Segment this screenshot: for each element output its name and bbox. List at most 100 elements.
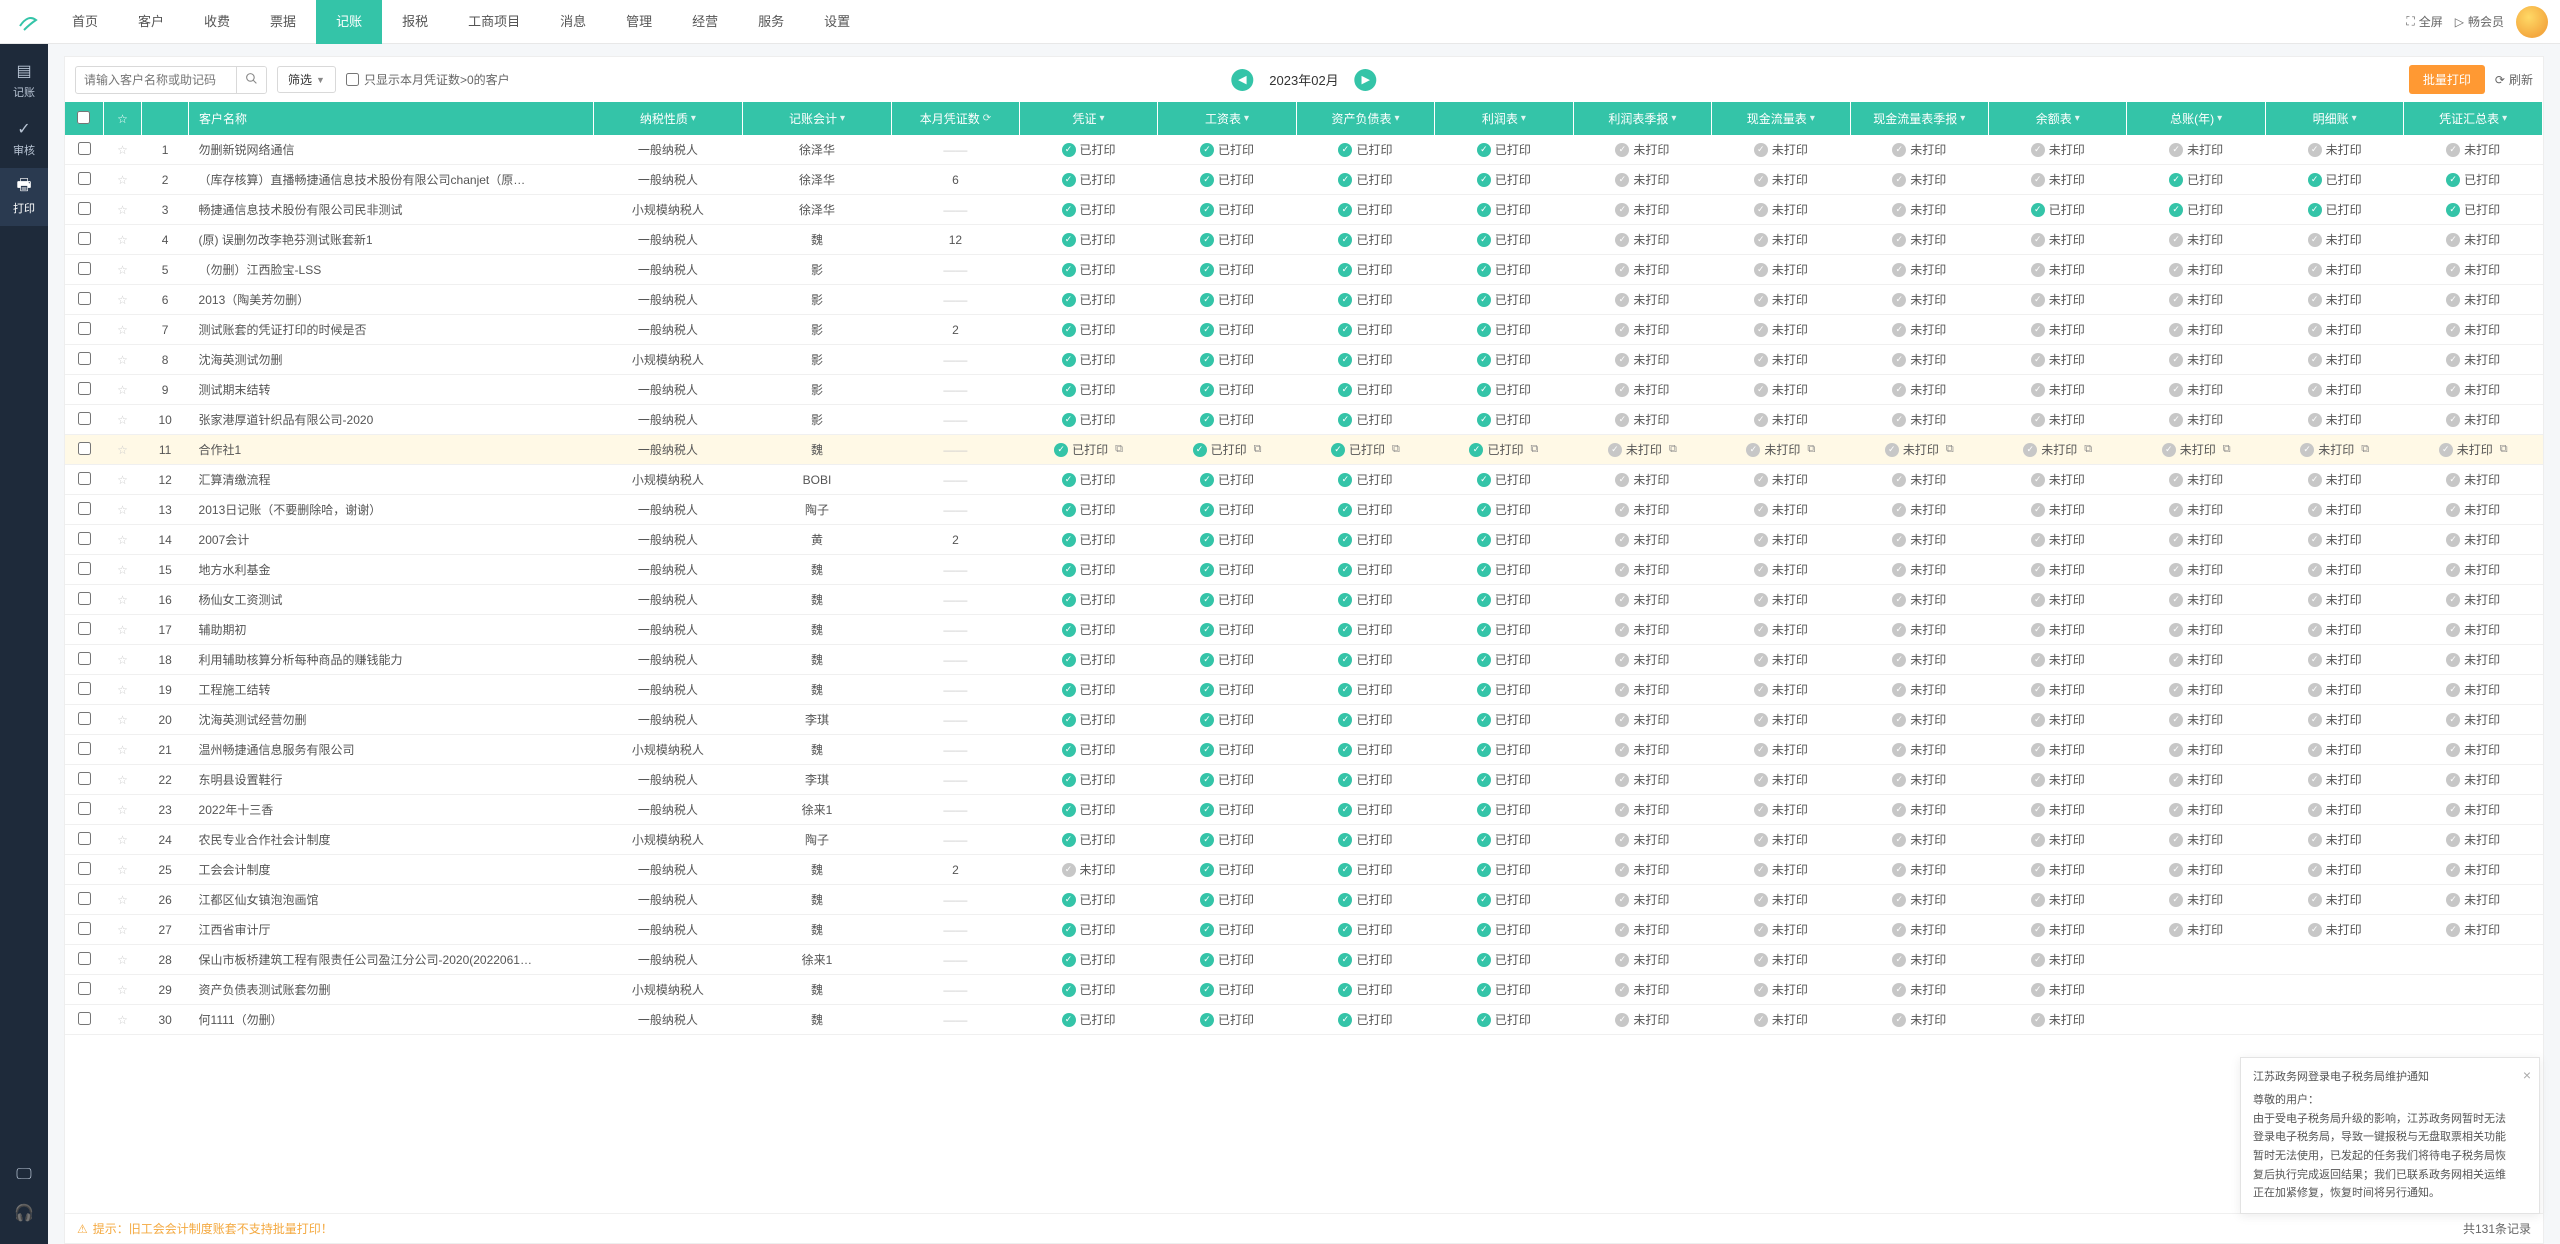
row-name[interactable]: 测试账套的凭证打印的时候是否 bbox=[189, 315, 594, 345]
row-name[interactable]: 杨仙女工资测试 bbox=[189, 585, 594, 615]
status-cell[interactable]: ✓已打印 bbox=[2308, 171, 2362, 188]
status-cell[interactable]: ✓未打印 bbox=[2031, 261, 2085, 278]
row-checkbox[interactable] bbox=[78, 682, 91, 695]
status-cell[interactable]: ✓未打印 ⧉ bbox=[2439, 441, 2508, 458]
star-toggle[interactable]: ☆ bbox=[117, 803, 128, 817]
row-name[interactable]: 合作社1 bbox=[189, 435, 594, 465]
status-cell[interactable]: ✓未打印 bbox=[2169, 501, 2223, 518]
table-row[interactable]: ☆17辅助期初一般纳税人魏——✓已打印✓已打印✓已打印✓已打印✓未打印✓未打印✓… bbox=[65, 615, 2543, 645]
status-cell[interactable]: ✓未打印 bbox=[2446, 861, 2500, 878]
status-cell[interactable]: ✓已打印 bbox=[1477, 591, 1531, 608]
status-cell[interactable]: ✓未打印 bbox=[1754, 741, 1808, 758]
status-cell[interactable]: ✓未打印 bbox=[1892, 531, 1946, 548]
table-row[interactable]: ☆142007会计一般纳税人黄2✓已打印✓已打印✓已打印✓已打印✓未打印✓未打印… bbox=[65, 525, 2543, 555]
status-cell[interactable]: ✓未打印 bbox=[2031, 981, 2085, 998]
status-cell[interactable]: ✓未打印 bbox=[1754, 621, 1808, 638]
status-cell[interactable]: ✓已打印 bbox=[1338, 351, 1392, 368]
row-checkbox[interactable] bbox=[78, 322, 91, 335]
status-cell[interactable]: ✓未打印 bbox=[1754, 981, 1808, 998]
table-row[interactable]: ☆10张家港厚道针织品有限公司-2020一般纳税人影——✓已打印✓已打印✓已打印… bbox=[65, 405, 2543, 435]
status-cell[interactable]: ✓未打印 bbox=[1754, 831, 1808, 848]
status-cell[interactable]: ✓已打印 bbox=[1200, 891, 1254, 908]
status-cell[interactable]: ✓未打印 ⧉ bbox=[1885, 441, 1954, 458]
status-cell[interactable]: ✓未打印 bbox=[2308, 291, 2362, 308]
table-row[interactable]: ☆28保山市板桥建筑工程有限责任公司盈江分公司-2020(2022061…一般纳… bbox=[65, 945, 2543, 975]
status-cell[interactable]: ✓未打印 bbox=[2446, 531, 2500, 548]
star-toggle[interactable]: ☆ bbox=[117, 353, 128, 367]
status-cell[interactable]: ✓未打印 bbox=[1754, 951, 1808, 968]
row-name[interactable]: 畅捷通信息技术股份有限公司民非测试 bbox=[189, 195, 594, 225]
status-cell[interactable]: ✓已打印 bbox=[1338, 681, 1392, 698]
row-name[interactable]: 地方水利基金 bbox=[189, 555, 594, 585]
row-checkbox[interactable] bbox=[78, 502, 91, 515]
table-row[interactable]: ☆24农民专业合作社会计制度小规模纳税人陶子——✓已打印✓已打印✓已打印✓已打印… bbox=[65, 825, 2543, 855]
row-checkbox[interactable] bbox=[78, 802, 91, 815]
status-cell[interactable]: ✓未打印 bbox=[2308, 711, 2362, 728]
status-cell[interactable]: ✓未打印 bbox=[2169, 471, 2223, 488]
status-cell[interactable]: ✓已打印 bbox=[1200, 201, 1254, 218]
status-cell[interactable]: ✓未打印 bbox=[2031, 681, 2085, 698]
status-cell[interactable]: ✓已打印 bbox=[1200, 141, 1254, 158]
status-cell[interactable]: ✓未打印 bbox=[2308, 321, 2362, 338]
status-cell[interactable]: ✓已打印 bbox=[1200, 1011, 1254, 1028]
status-cell[interactable]: ✓已打印 ⧉ bbox=[1193, 441, 1262, 458]
status-cell[interactable]: ✓已打印 bbox=[1062, 741, 1116, 758]
col-header-cnt[interactable]: 本月凭证数 ⟳ bbox=[892, 102, 1020, 135]
topnav-item[interactable]: 服务 bbox=[738, 0, 804, 44]
status-cell[interactable]: ✓未打印 bbox=[1892, 1011, 1946, 1028]
status-cell[interactable]: ✓未打印 bbox=[2031, 861, 2085, 878]
col-header-seq[interactable] bbox=[142, 102, 189, 135]
status-cell[interactable]: ✓未打印 bbox=[2308, 471, 2362, 488]
status-cell[interactable]: ✓未打印 bbox=[1754, 291, 1808, 308]
status-cell[interactable]: ✓已打印 bbox=[1477, 651, 1531, 668]
status-cell[interactable]: ✓未打印 ⧉ bbox=[2300, 441, 2369, 458]
status-cell[interactable]: ✓未打印 bbox=[2031, 471, 2085, 488]
status-cell[interactable]: ✓未打印 bbox=[1615, 621, 1669, 638]
status-cell[interactable]: ✓已打印 bbox=[1477, 531, 1531, 548]
status-cell[interactable]: ✓已打印 bbox=[1062, 711, 1116, 728]
status-cell[interactable]: ✓已打印 bbox=[1338, 321, 1392, 338]
star-toggle[interactable]: ☆ bbox=[117, 953, 128, 967]
row-name[interactable]: 何1111（勿删） bbox=[189, 1005, 594, 1035]
status-cell[interactable]: ✓已打印 bbox=[1338, 171, 1392, 188]
status-cell[interactable]: ✓未打印 bbox=[1892, 831, 1946, 848]
row-checkbox[interactable] bbox=[78, 202, 91, 215]
notice-close-button[interactable]: × bbox=[2523, 1064, 2531, 1088]
status-cell[interactable]: ✓已打印 bbox=[1062, 291, 1116, 308]
status-cell[interactable]: ✓已打印 bbox=[1062, 591, 1116, 608]
status-cell[interactable]: ✓未打印 bbox=[2308, 351, 2362, 368]
status-cell[interactable]: ✓未打印 bbox=[1754, 501, 1808, 518]
status-cell[interactable]: ✓未打印 bbox=[2308, 411, 2362, 428]
status-cell[interactable]: ✓已打印 bbox=[1200, 621, 1254, 638]
status-cell[interactable]: ✓已打印 bbox=[1200, 711, 1254, 728]
table-scroll[interactable]: ☆客户名称纳税性质 ▾记账会计 ▾本月凭证数 ⟳凭证 ▾工资表 ▾资产负债表 ▾… bbox=[65, 102, 2543, 1213]
status-cell[interactable]: ✓已打印 bbox=[1062, 951, 1116, 968]
status-cell[interactable]: ✓已打印 bbox=[1477, 561, 1531, 578]
status-cell[interactable]: ✓未打印 bbox=[2308, 561, 2362, 578]
table-row[interactable]: ☆8沈海英测试勿删小规模纳税人影——✓已打印✓已打印✓已打印✓已打印✓未打印✓未… bbox=[65, 345, 2543, 375]
status-cell[interactable]: ✓已打印 bbox=[1338, 291, 1392, 308]
status-cell[interactable]: ✓未打印 bbox=[2031, 951, 2085, 968]
status-cell[interactable]: ✓未打印 bbox=[2446, 741, 2500, 758]
row-name[interactable]: 2007会计 bbox=[189, 525, 594, 555]
status-cell[interactable]: ✓未打印 bbox=[2169, 531, 2223, 548]
status-cell[interactable]: ✓未打印 bbox=[1754, 921, 1808, 938]
status-cell[interactable]: ✓已打印 bbox=[1477, 321, 1531, 338]
status-cell[interactable]: ✓已打印 bbox=[2446, 171, 2500, 188]
status-cell[interactable]: ✓未打印 bbox=[1754, 231, 1808, 248]
status-cell[interactable]: ✓未打印 bbox=[1615, 381, 1669, 398]
status-cell[interactable]: ✓未打印 bbox=[2308, 891, 2362, 908]
status-cell[interactable]: ✓未打印 bbox=[2169, 861, 2223, 878]
star-toggle[interactable]: ☆ bbox=[117, 743, 128, 757]
status-cell[interactable]: ✓未打印 bbox=[2031, 231, 2085, 248]
row-checkbox[interactable] bbox=[78, 412, 91, 425]
star-toggle[interactable]: ☆ bbox=[117, 473, 128, 487]
table-row[interactable]: ☆7测试账套的凭证打印的时候是否一般纳税人影2✓已打印✓已打印✓已打印✓已打印✓… bbox=[65, 315, 2543, 345]
status-cell[interactable]: ✓已打印 bbox=[1338, 981, 1392, 998]
status-cell[interactable]: ✓未打印 bbox=[1615, 261, 1669, 278]
status-cell[interactable]: ✓未打印 bbox=[2169, 711, 2223, 728]
row-name[interactable]: 温州畅捷通信息服务有限公司 bbox=[189, 735, 594, 765]
status-cell[interactable]: ✓已打印 bbox=[1477, 261, 1531, 278]
status-cell[interactable]: ✓已打印 bbox=[1338, 921, 1392, 938]
star-toggle[interactable]: ☆ bbox=[117, 713, 128, 727]
